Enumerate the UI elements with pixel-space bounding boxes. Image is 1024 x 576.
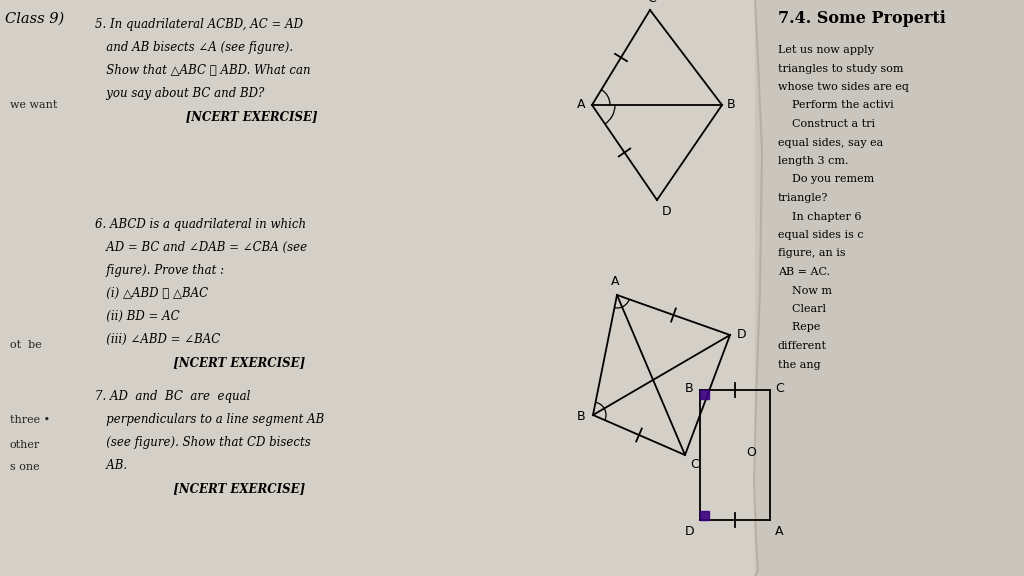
Text: D: D — [737, 328, 746, 342]
Text: C: C — [690, 458, 698, 471]
Text: [NCERT EXERCISE]: [NCERT EXERCISE] — [95, 482, 305, 495]
Text: C: C — [647, 0, 656, 5]
Text: Do you remem: Do you remem — [778, 175, 874, 184]
Text: equal sides is c: equal sides is c — [778, 230, 863, 240]
Text: Construct a tri: Construct a tri — [778, 119, 876, 129]
Text: ot  be: ot be — [10, 340, 42, 350]
Text: Clearl: Clearl — [778, 304, 826, 314]
Text: Class 9): Class 9) — [5, 12, 65, 26]
Text: D: D — [662, 205, 672, 218]
Text: In chapter 6: In chapter 6 — [778, 211, 861, 222]
Text: s one: s one — [10, 462, 40, 472]
Text: AD = BC and ∠DAB = ∠CBA (see: AD = BC and ∠DAB = ∠CBA (see — [95, 241, 307, 254]
Text: figure). Prove that :: figure). Prove that : — [95, 264, 224, 277]
Text: A: A — [775, 525, 783, 538]
Text: and AB bisects ∠A (see figure).: and AB bisects ∠A (see figure). — [95, 41, 293, 54]
Text: 5. In quadrilateral ACBD, AC = AD: 5. In quadrilateral ACBD, AC = AD — [95, 18, 303, 31]
Text: AB.: AB. — [95, 459, 127, 472]
Text: A: A — [610, 275, 620, 288]
Text: length 3 cm.: length 3 cm. — [778, 156, 849, 166]
Text: B: B — [727, 98, 735, 112]
Text: AB = AC.: AB = AC. — [778, 267, 830, 277]
Text: (ii) BD = AC: (ii) BD = AC — [95, 310, 179, 323]
Text: 7. AD  and  BC  are  equal: 7. AD and BC are equal — [95, 390, 251, 403]
Text: O: O — [746, 445, 756, 458]
Text: three •: three • — [10, 415, 50, 425]
Polygon shape — [700, 511, 709, 520]
Text: the ang: the ang — [778, 359, 820, 369]
Text: you say about BC and BD?: you say about BC and BD? — [95, 87, 264, 100]
Text: perpendiculars to a line segment AB: perpendiculars to a line segment AB — [95, 413, 325, 426]
Text: (i) △ABD ≅ △BAC: (i) △ABD ≅ △BAC — [95, 287, 208, 300]
Text: 6. ABCD is a quadrilateral in which: 6. ABCD is a quadrilateral in which — [95, 218, 306, 231]
Text: Show that △ABC ≅ ABD. What can: Show that △ABC ≅ ABD. What can — [95, 64, 310, 77]
Polygon shape — [700, 390, 709, 399]
Text: different: different — [778, 341, 827, 351]
Text: 7.4. Some Properti: 7.4. Some Properti — [778, 10, 946, 27]
Text: Now m: Now m — [778, 286, 831, 295]
Text: triangle?: triangle? — [778, 193, 828, 203]
Text: B: B — [577, 411, 585, 423]
Text: figure, an is: figure, an is — [778, 248, 846, 259]
Text: we want: we want — [10, 100, 57, 110]
Text: triangles to study som: triangles to study som — [778, 63, 903, 74]
Text: Perform the activi: Perform the activi — [778, 100, 894, 111]
Bar — [755, 0, 1024, 576]
Text: [NCERT EXERCISE]: [NCERT EXERCISE] — [95, 110, 317, 123]
Text: D: D — [684, 525, 694, 538]
Text: whose two sides are eq: whose two sides are eq — [778, 82, 909, 92]
Text: C: C — [775, 381, 783, 395]
Text: A: A — [577, 98, 585, 112]
Text: equal sides, say ea: equal sides, say ea — [778, 138, 884, 147]
Text: Repe: Repe — [778, 323, 820, 332]
Text: B: B — [684, 381, 693, 395]
Text: (iii) ∠ABD = ∠BAC: (iii) ∠ABD = ∠BAC — [95, 333, 220, 346]
Text: Let us now apply: Let us now apply — [778, 45, 873, 55]
Text: (see figure). Show that CD bisects: (see figure). Show that CD bisects — [95, 436, 310, 449]
Text: other: other — [10, 440, 40, 450]
Text: [NCERT EXERCISE]: [NCERT EXERCISE] — [95, 356, 305, 369]
